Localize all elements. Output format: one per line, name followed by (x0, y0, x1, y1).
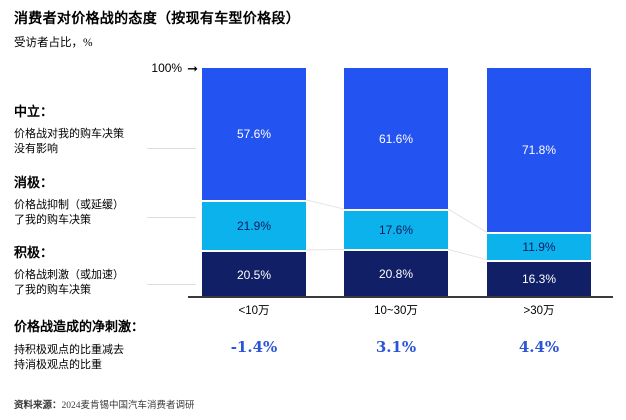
x-axis-line (188, 296, 613, 298)
stacked-bar-2: 61.6% 17.6% 20.8% (344, 68, 448, 297)
leader-line (147, 217, 196, 218)
bar-segment: 17.6% (344, 209, 448, 250)
right-arrow-icon: ➞ (187, 60, 198, 76)
segment-value-label: 17.6% (378, 223, 414, 238)
segment-value-label: 57.6% (236, 126, 272, 141)
bar-segment: 57.6% (202, 68, 306, 200)
legend-term: 积极： (14, 245, 54, 260)
x-axis-label: >30万 (523, 305, 555, 317)
segment-value-label: 20.8% (378, 267, 414, 282)
segment-value-label: 21.9% (236, 218, 272, 233)
net-desc-line: 持积极观点的比重减去 (14, 344, 124, 356)
hundred-percent-label: 100% (151, 61, 183, 75)
leader-line (147, 284, 196, 285)
segment-value-label: 16.3% (521, 272, 557, 287)
legend-group-neutral: 中立： 价格战对我的购车决策 没有影响 (14, 101, 186, 157)
segment-value-label: 20.5% (236, 267, 272, 282)
x-axis-label: <10万 (238, 305, 270, 317)
stacked-bar-1: 57.6% 21.9% 20.5% (202, 68, 306, 297)
net-stimulus-heading: 价格战造成的净刺激： (14, 319, 145, 334)
bar-segment: 20.5% (202, 250, 306, 297)
legend-group-negative: 消极： 价格战抑制（或延缓） 了我的购车决策 (14, 172, 186, 228)
x-axis-label: 10~30万 (374, 305, 418, 317)
bar-segment: 11.9% (487, 232, 591, 260)
legend-desc-line: 价格战抑制（或延缓） (14, 199, 124, 211)
legend-term: 消极： (14, 175, 54, 190)
net-stimulus-value: 4.4% (518, 338, 560, 356)
net-stimulus-value: -1.4% (230, 338, 278, 356)
legend-term: 中立： (14, 104, 54, 119)
chart-unit-label: 受访者占比，% (14, 37, 93, 49)
source-note: 资料来源：2024麦肯锡中国汽车消费者调研 (14, 397, 195, 411)
source-text: 2024麦肯锡中国汽车消费者调研 (61, 401, 195, 411)
source-prefix: 资料来源： (14, 401, 62, 411)
bar-segment: 71.8% (487, 68, 591, 233)
bar-segment: 16.3% (487, 259, 591, 297)
legend-desc-line: 价格战刺激（或加速） (14, 269, 124, 281)
net-stimulus-description: 持积极观点的比重减去 持消极观点的比重 (14, 343, 124, 373)
segment-value-label: 11.9% (522, 240, 556, 255)
bar-segment: 20.8% (344, 249, 448, 297)
segment-value-label: 61.6% (378, 131, 414, 146)
page-title: 消费者对价格战的态度（按现有车型价格段） (14, 12, 300, 27)
net-desc-line: 持消极观点的比重 (14, 359, 102, 371)
legend-desc-line: 了我的购车决策 (14, 214, 91, 226)
legend-desc-line: 价格战对我的购车决策 (14, 128, 124, 140)
legend-desc-line: 没有影响 (14, 143, 58, 155)
bar-segment: 61.6% (344, 68, 448, 210)
segment-value-label: 71.8% (521, 143, 557, 158)
stacked-bar-3: 71.8% 11.9% 16.3% (487, 68, 591, 297)
leader-line (147, 148, 196, 149)
legend-desc-line: 了我的购车决策 (14, 284, 91, 296)
net-stimulus-value: 3.1% (375, 338, 417, 356)
legend-group-positive: 积极： 价格战刺激（或加速） 了我的购车决策 (14, 242, 186, 298)
hundred-percent-marker: 100% ➞ (116, 60, 198, 76)
bar-segment: 21.9% (202, 199, 306, 251)
